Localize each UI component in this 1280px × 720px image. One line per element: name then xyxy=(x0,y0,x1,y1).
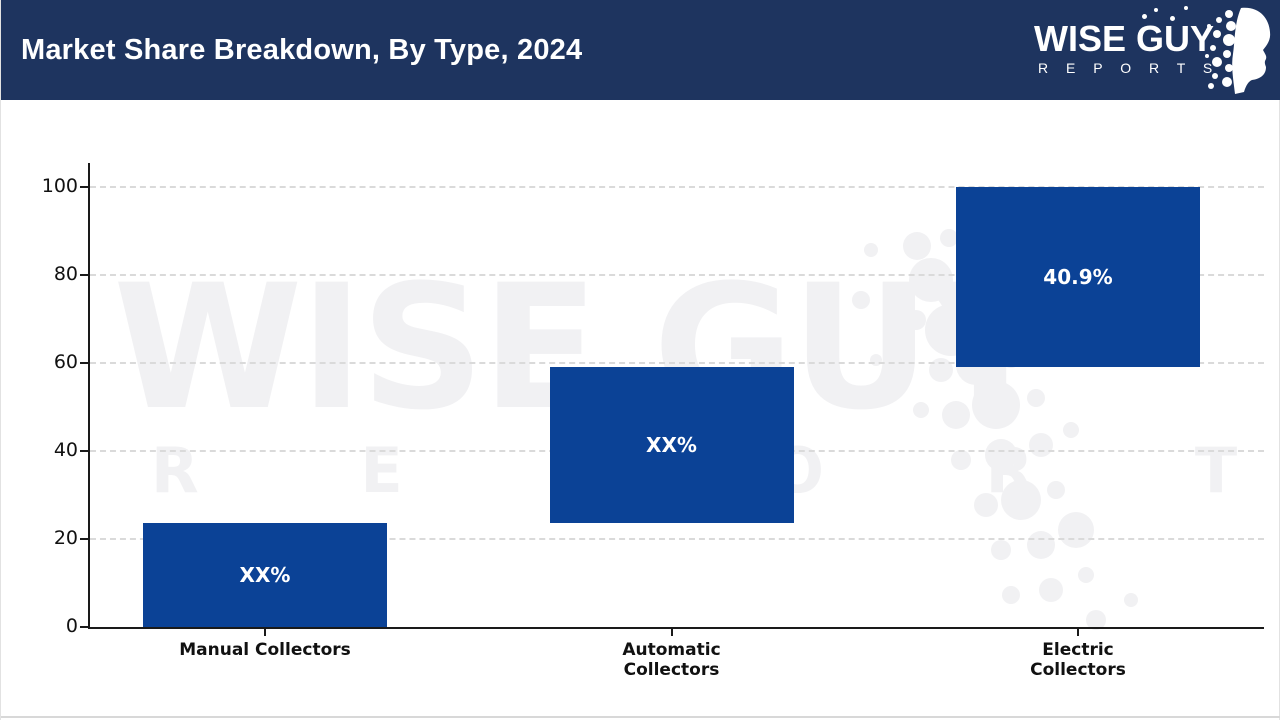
x-category-label-line: Manual Collectors xyxy=(179,640,351,660)
x-category-label-line: Collectors xyxy=(1030,660,1126,680)
y-axis-tick xyxy=(80,186,89,188)
watermark-dot xyxy=(951,450,971,470)
watermark-dot xyxy=(1058,512,1094,548)
logo-dot xyxy=(1184,6,1188,10)
watermark-dot xyxy=(909,258,953,302)
x-axis-tick xyxy=(1077,629,1079,636)
y-axis-tick xyxy=(80,274,89,276)
watermark-dot xyxy=(991,540,1011,560)
wise-guy-logo: WISE GUY R E P O R T S xyxy=(1034,0,1271,100)
bottom-divider xyxy=(1,716,1280,718)
bar-value-label: XX% xyxy=(239,563,291,588)
logo-wordmark: WISE GUY xyxy=(1034,18,1215,59)
watermark-dot xyxy=(1047,481,1065,499)
watermark-dot xyxy=(1029,433,1053,457)
x-category-label: Automatic Collectors xyxy=(557,640,787,680)
x-category-label-line: Electric xyxy=(1042,640,1114,660)
watermark-dot xyxy=(985,439,1017,471)
page-title: Market Share Breakdown, By Type, 2024 xyxy=(21,34,583,66)
watermark-dot xyxy=(903,232,931,260)
y-tick-label: 60 xyxy=(53,351,78,373)
y-axis xyxy=(88,163,90,629)
watermark-dot xyxy=(972,381,1020,429)
header-bar: Market Share Breakdown, By Type, 2024 WI… xyxy=(1,0,1280,100)
bar-electric-collectors: 40.9% xyxy=(956,187,1200,367)
y-tick-label: 20 xyxy=(53,527,78,549)
watermark-dot xyxy=(1002,586,1020,604)
x-axis xyxy=(88,627,1264,629)
y-tick-label: 80 xyxy=(53,263,78,285)
bar-manual-collectors: XX% xyxy=(143,523,387,627)
x-category-label-line: Automatic xyxy=(622,640,721,660)
watermark-dot xyxy=(1086,610,1106,630)
watermark-dot xyxy=(906,310,926,330)
y-axis-tick xyxy=(80,362,89,364)
watermark-dot xyxy=(852,291,870,309)
watermark-dot xyxy=(974,493,998,517)
watermark-dot xyxy=(1027,531,1055,559)
watermark-dot xyxy=(1027,389,1045,407)
y-tick-label: 0 xyxy=(65,615,78,637)
x-category-label-line: Collectors xyxy=(623,660,720,680)
y-tick-label: 100 xyxy=(41,175,78,197)
x-category-label: Manual Collectors xyxy=(150,640,380,660)
bar-value-label: XX% xyxy=(646,433,697,458)
y-axis-tick xyxy=(80,538,89,540)
gridline xyxy=(90,362,1264,364)
logo-dot xyxy=(1142,14,1147,19)
watermark-dot xyxy=(940,229,958,247)
gridline xyxy=(90,538,1264,540)
watermark-dot xyxy=(1124,593,1138,607)
watermark-dot xyxy=(870,354,882,366)
x-axis-tick xyxy=(670,629,673,636)
watermark-dot xyxy=(864,243,878,257)
x-category-label: Electric Collectors xyxy=(963,640,1193,680)
watermark-dot xyxy=(913,402,929,418)
gridline xyxy=(90,274,1264,276)
watermark-dot xyxy=(1001,480,1041,520)
bar-automatic-collectors: XX% xyxy=(549,366,794,524)
watermark-dot xyxy=(942,401,970,429)
x-axis-tick xyxy=(264,629,266,636)
y-axis-tick xyxy=(80,626,89,628)
watermark-dot xyxy=(1078,567,1094,583)
bar-value-label: 40.9% xyxy=(1043,264,1113,289)
logo-dot xyxy=(1154,8,1158,12)
logo-subtitle: R E P O R T S xyxy=(1038,60,1220,76)
y-axis-tick xyxy=(80,450,89,452)
watermark-dot xyxy=(1039,578,1063,602)
y-tick-label: 40 xyxy=(53,439,78,461)
logo-dot xyxy=(1170,16,1175,21)
logo-face-icon xyxy=(1205,7,1271,94)
watermark-dot xyxy=(1063,422,1079,438)
gridline xyxy=(90,186,1264,188)
